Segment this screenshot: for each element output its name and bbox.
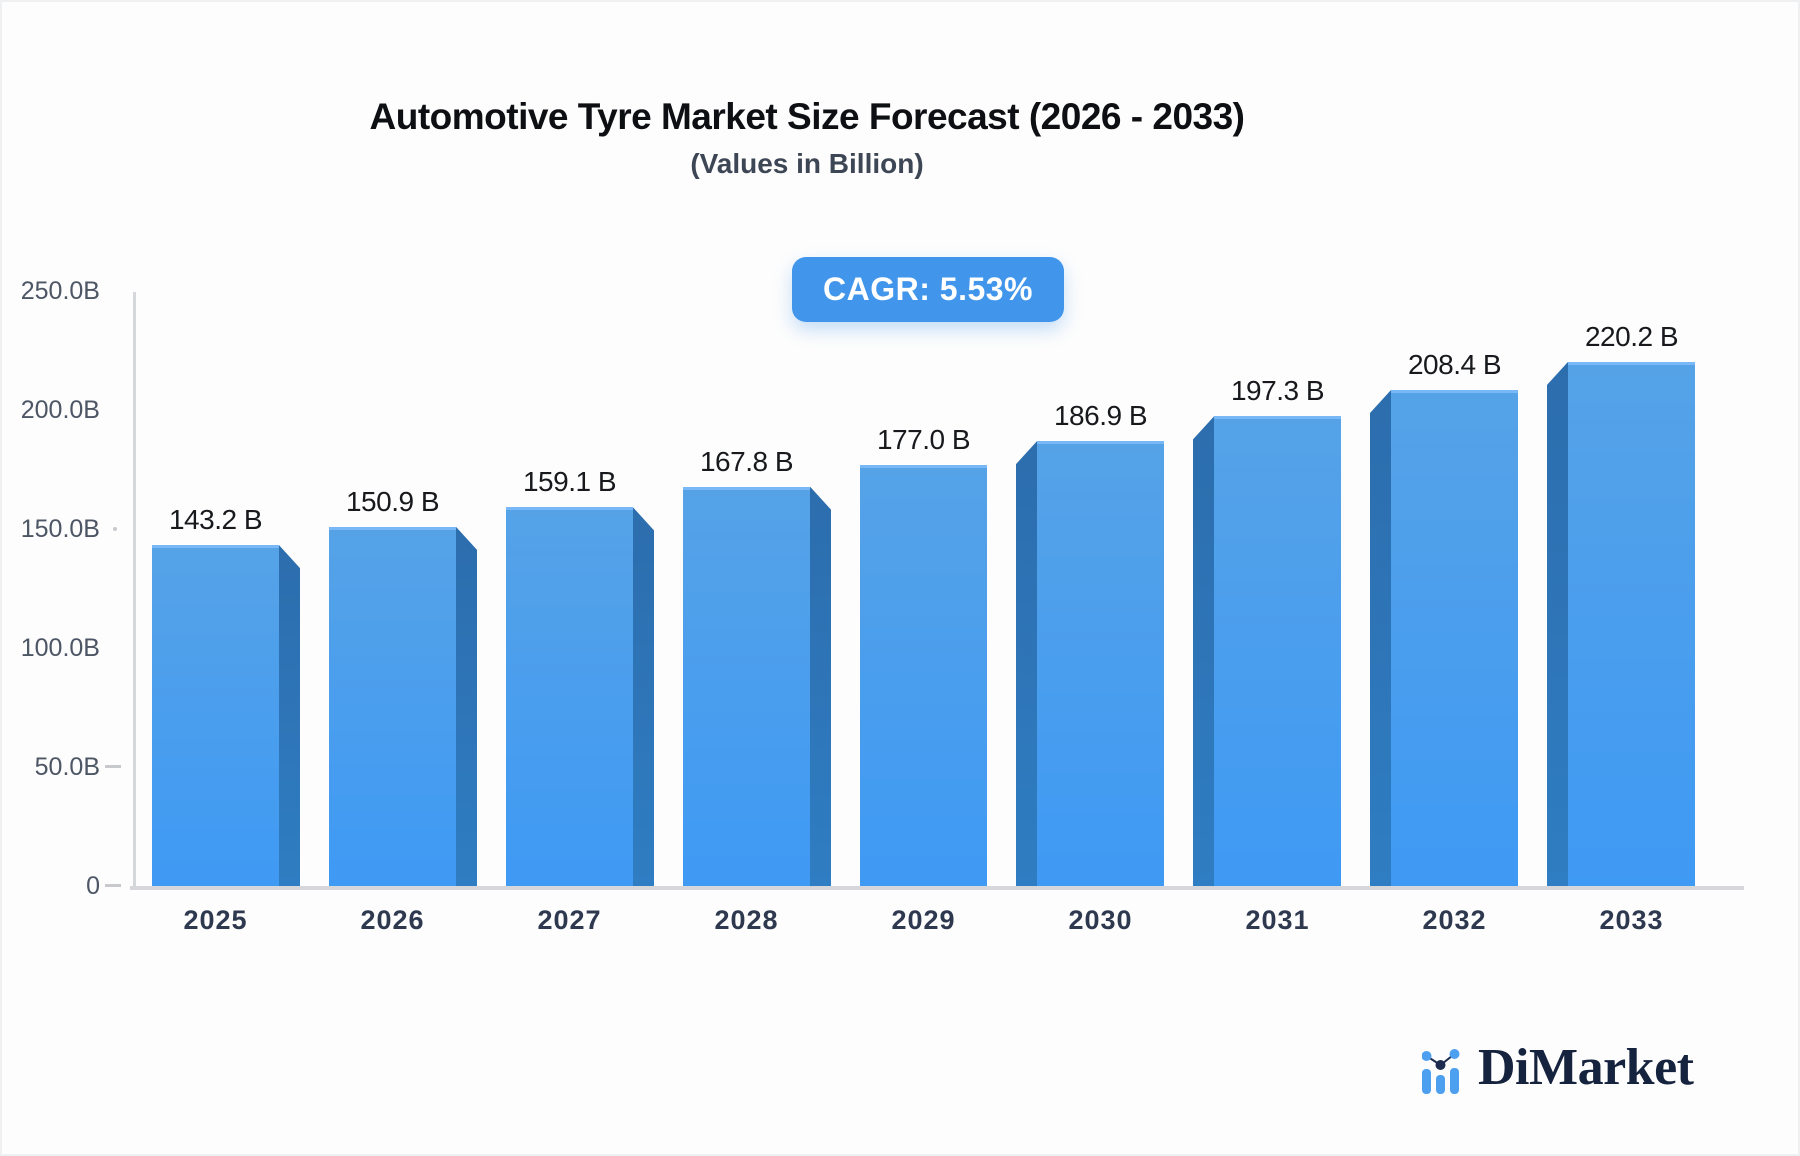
bar-2025 [152,545,279,886]
bar-line-chart-logo-icon [1422,1049,1460,1094]
x-tick-label-2032: 2032 [1422,905,1487,935]
bar-value-label-2026: 150.9 B [345,485,440,517]
bar-2030 [1037,441,1164,886]
chart-title: Automotive Tyre Market Size Forecast (20… [369,96,1246,137]
cagr-badge: CAGR: 5.53% [792,257,1064,322]
cagr-badge-label: CAGR: 5.53% [823,271,1033,307]
x-tick-label-2030: 2030 [1068,905,1133,935]
bar-2029 [860,464,987,886]
bar-2028 [683,486,810,886]
y-tick-label-50: 50.0B [34,753,100,781]
bar-value-label-2027: 159.1 B [522,466,617,498]
y-axis-line [133,292,136,888]
y-tick-label-250: 250.0B [20,277,100,305]
x-tick-label-2031: 2031 [1245,905,1310,935]
bar-value-label-2030: 186.9 B [1053,400,1148,432]
bar-side-2026 [456,526,477,886]
x-tick-label-2028: 2028 [714,905,779,935]
x-tick-label-2029: 2029 [891,905,956,935]
bar-side-2031 [1193,416,1214,886]
bar-side-2028 [810,486,831,886]
chart-header: Automotive Tyre Market Size Forecast (20… [2,94,1612,180]
y-tick-mark-50 [105,765,121,768]
bar-value-label-2028: 167.8 B [699,445,794,477]
x-tick-label-2026: 2026 [360,905,425,935]
bar-value-label-2031: 197.3 B [1230,375,1325,407]
x-tick-label-2033: 2033 [1599,905,1664,935]
bar-value-label-2033: 220.2 B [1584,320,1679,352]
bar-value-label-2029: 177.0 B [876,423,971,455]
bar-2033 [1568,361,1695,886]
x-tick-label-2025: 2025 [183,905,248,935]
bar-side-2030 [1016,441,1037,886]
chart-subtitle: (Values in Billion) [690,148,924,179]
y-tick-mark-0 [105,884,121,887]
bar-value-label-2025: 143.2 B [168,504,263,536]
y-tick-label-200: 200.0B [20,396,100,424]
bar-2027 [506,507,633,886]
bar-side-2027 [633,507,654,886]
bar-2031 [1214,416,1341,886]
bar-value-label-2032: 208.4 B [1407,349,1502,380]
bar-2026 [329,526,456,886]
bar-side-2025 [279,545,300,886]
bar-side-2033 [1547,361,1568,886]
y-tick-label-150: 150.0B [20,515,100,543]
y-tick-label-0: 0 [86,872,100,900]
y-tick-label-100: 100.0B [20,634,100,662]
bar-side-2032 [1370,390,1391,886]
bar-2032 [1391,390,1518,886]
x-tick-label-2027: 2027 [537,905,602,935]
x-axis-baseline [130,886,1744,890]
y-tick-mark-150 [113,527,117,531]
logo-wordmark: DiMarket [1478,1039,1694,1096]
dimarket-logo: DiMarket [1422,1039,1694,1096]
